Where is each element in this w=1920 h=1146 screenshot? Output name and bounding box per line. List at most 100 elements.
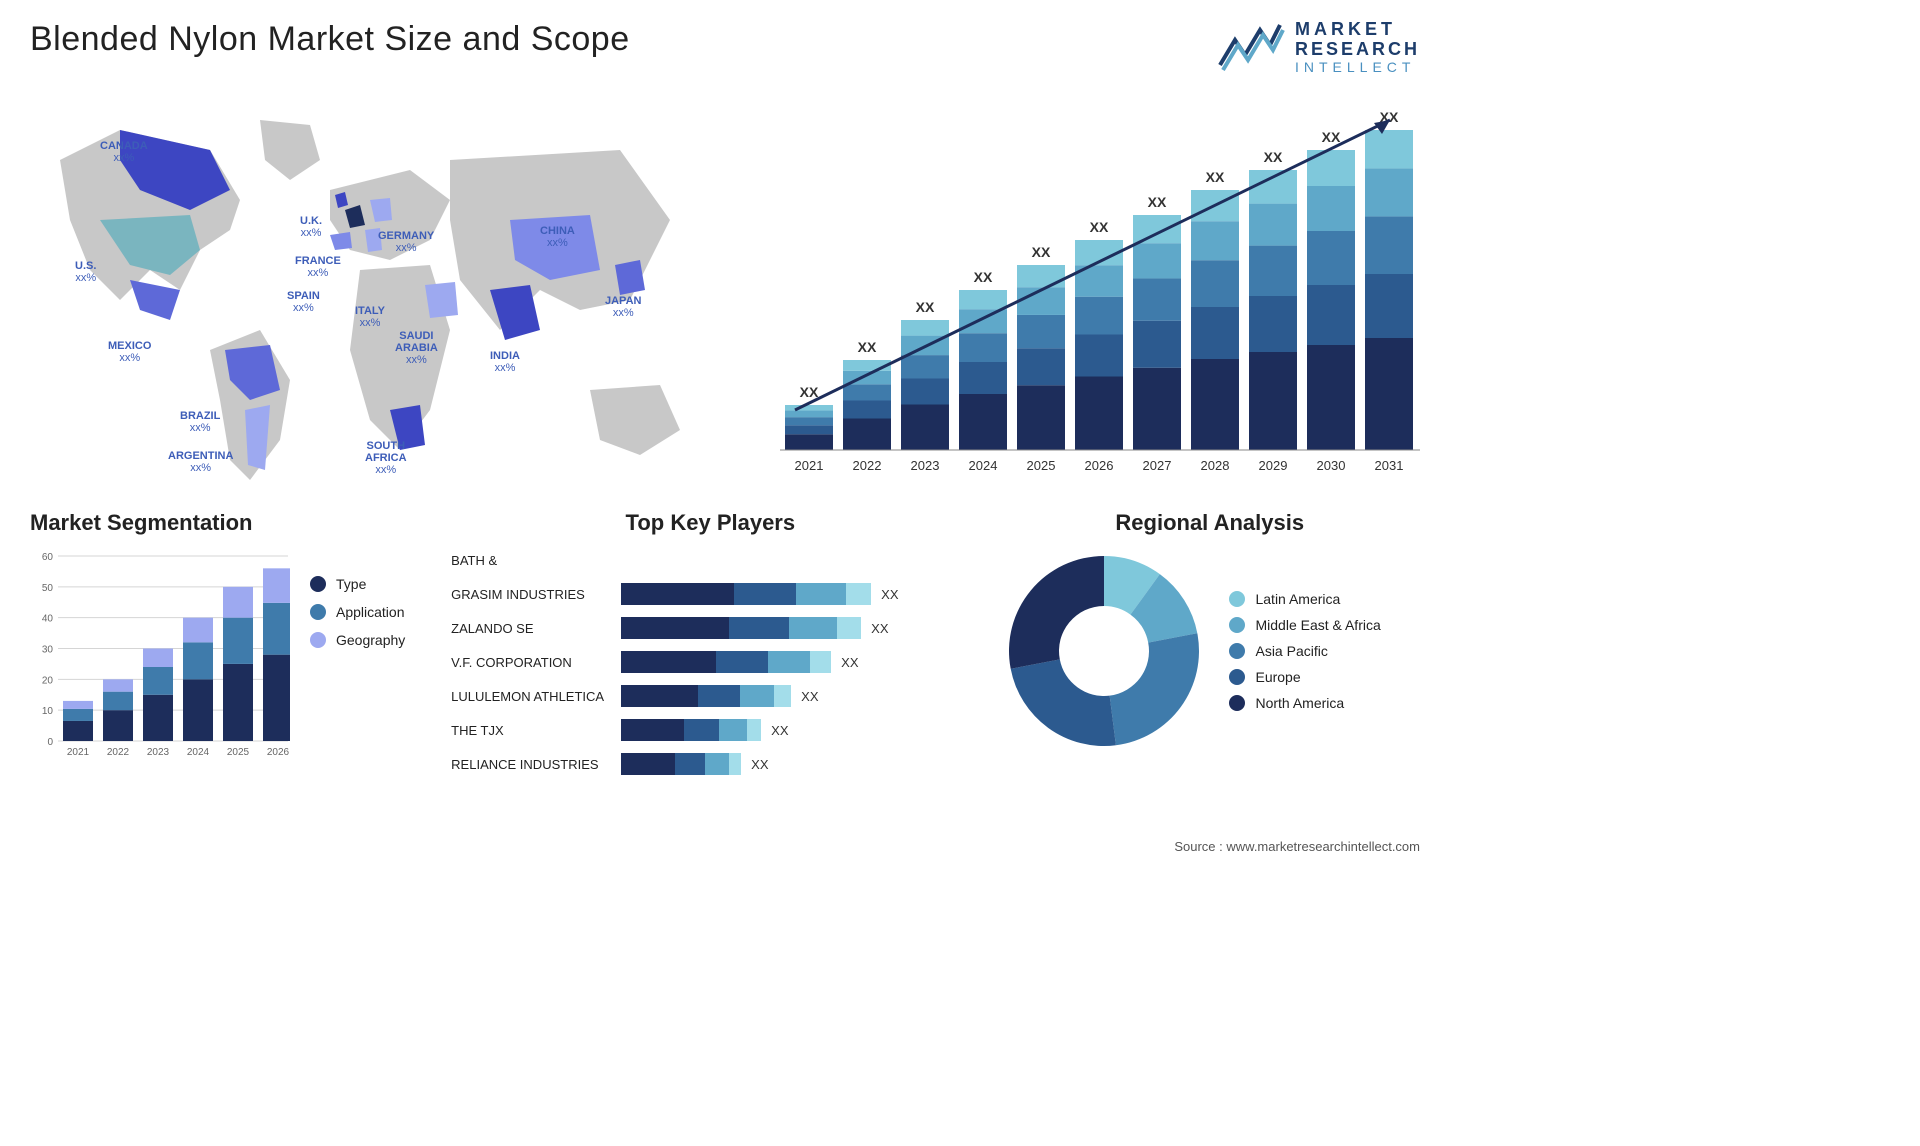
trend-year-label: 2031 (1375, 458, 1404, 473)
map-label: ITALYxx% (355, 305, 385, 329)
logo-line-3: INTELLECT (1295, 60, 1420, 75)
seg-bar-segment (143, 649, 173, 668)
seg-year-label: 2022 (107, 747, 130, 758)
map-label: BRAZILxx% (180, 410, 220, 434)
trend-bar-segment (1017, 385, 1065, 450)
map-label: SOUTHAFRICAxx% (365, 440, 407, 476)
trend-bar-segment (959, 333, 1007, 362)
seg-bar-segment (63, 701, 93, 709)
trend-bar-segment (785, 417, 833, 425)
player-row: V.F. CORPORATIONXX (451, 648, 969, 676)
player-row: BATH & (451, 546, 969, 574)
trend-year-label: 2023 (911, 458, 940, 473)
seg-bar-segment (263, 603, 290, 655)
player-bar-segment (621, 719, 684, 741)
trend-bar-segment (1133, 321, 1181, 368)
map-label: ARGENTINAxx% (168, 450, 233, 474)
logo-line-1: MARKET (1295, 20, 1420, 40)
player-name: BATH & (451, 553, 621, 568)
trend-bar-segment (901, 405, 949, 451)
world-map: CANADAxx%U.S.xx%MEXICOxx%BRAZILxx%ARGENT… (30, 100, 750, 490)
seg-bar-segment (223, 618, 253, 664)
player-bar-segment (747, 719, 761, 741)
seg-year-label: 2026 (267, 747, 290, 758)
player-bar-segment (810, 651, 831, 673)
trend-bar-segment (1307, 231, 1355, 285)
trend-bar-segment (1307, 285, 1355, 345)
map-label: MEXICOxx% (108, 340, 151, 364)
donut-slice (1009, 556, 1104, 669)
segmentation-legend: TypeApplicationGeography (310, 546, 405, 766)
trend-bar-segment (959, 362, 1007, 394)
seg-bar-segment (143, 695, 173, 741)
seg-bar-segment (103, 692, 133, 711)
player-row: ZALANDO SEXX (451, 614, 969, 642)
player-bar-segment (740, 685, 774, 707)
player-bar-segment (719, 719, 747, 741)
trend-bar-segment (1365, 216, 1413, 274)
seg-bar-segment (103, 710, 133, 741)
trend-value-label: XX (800, 384, 819, 400)
seg-ytick: 60 (42, 552, 54, 563)
trend-year-label: 2022 (853, 458, 882, 473)
player-bar-segment (684, 719, 719, 741)
legend-item: Middle East & Africa (1229, 617, 1380, 633)
trend-year-label: 2024 (969, 458, 998, 473)
player-row: RELIANCE INDUSTRIESXX (451, 750, 969, 778)
seg-bar-segment (143, 667, 173, 695)
trend-bar-segment (959, 290, 1007, 309)
trend-bar-segment (901, 355, 949, 378)
trend-chart: XX2021XX2022XX2023XX2024XX2025XX2026XX20… (770, 100, 1420, 490)
player-bar-segment (698, 685, 741, 707)
player-value-label: XX (771, 723, 788, 738)
trend-bar-segment (1307, 345, 1355, 450)
trend-bar-segment (843, 384, 891, 400)
trend-bar-segment (1075, 297, 1123, 335)
regional-title: Regional Analysis (999, 510, 1420, 536)
legend-item: Type (310, 576, 405, 592)
trend-bar-segment (959, 309, 1007, 333)
player-bar-segment (729, 617, 789, 639)
logo-line-2: RESEARCH (1295, 40, 1420, 60)
seg-bar-segment (183, 642, 213, 679)
player-bar-segment (734, 583, 797, 605)
trend-bar-segment (1075, 335, 1123, 377)
seg-ytick: 0 (47, 737, 53, 748)
map-label: SPAINxx% (287, 290, 320, 314)
donut-slice (1011, 659, 1116, 746)
trend-value-label: XX (858, 339, 877, 355)
trend-bar-segment (959, 394, 1007, 450)
player-name: LULULEMON ATHLETICA (451, 689, 621, 704)
trend-bar-segment (1365, 168, 1413, 216)
brand-logo: MARKET RESEARCH INTELLECT (1215, 20, 1420, 75)
player-value-label: XX (881, 587, 898, 602)
player-row: THE TJXXX (451, 716, 969, 744)
map-label: CHINAxx% (540, 225, 575, 249)
seg-bar-segment (183, 618, 213, 643)
player-bar-segment (621, 685, 698, 707)
seg-year-label: 2025 (227, 747, 250, 758)
player-value-label: XX (841, 655, 858, 670)
player-value-label: XX (801, 689, 818, 704)
trend-bar-segment (785, 405, 833, 410)
seg-year-label: 2023 (147, 747, 170, 758)
trend-bar-segment (1133, 243, 1181, 278)
trend-bar-segment (1191, 307, 1239, 359)
player-value-label: XX (751, 757, 768, 772)
player-value-label: XX (871, 621, 888, 636)
trend-value-label: XX (1148, 194, 1167, 210)
map-label: CANADAxx% (100, 140, 148, 164)
player-bar-segment (837, 617, 861, 639)
map-label: INDIAxx% (490, 350, 520, 374)
player-bar-segment (846, 583, 871, 605)
regional-legend: Latin AmericaMiddle East & AfricaAsia Pa… (1229, 591, 1380, 711)
trend-bar-segment (901, 379, 949, 405)
trend-bar-segment (1191, 359, 1239, 450)
seg-bar-segment (263, 655, 290, 741)
players-chart: BATH &GRASIM INDUSTRIESXXZALANDO SEXXV.F… (451, 546, 969, 778)
player-bar-segment (796, 583, 846, 605)
trend-bar-segment (1249, 352, 1297, 450)
player-bar-segment (716, 651, 769, 673)
seg-bar-segment (223, 587, 253, 618)
trend-bar-segment (1191, 221, 1239, 260)
